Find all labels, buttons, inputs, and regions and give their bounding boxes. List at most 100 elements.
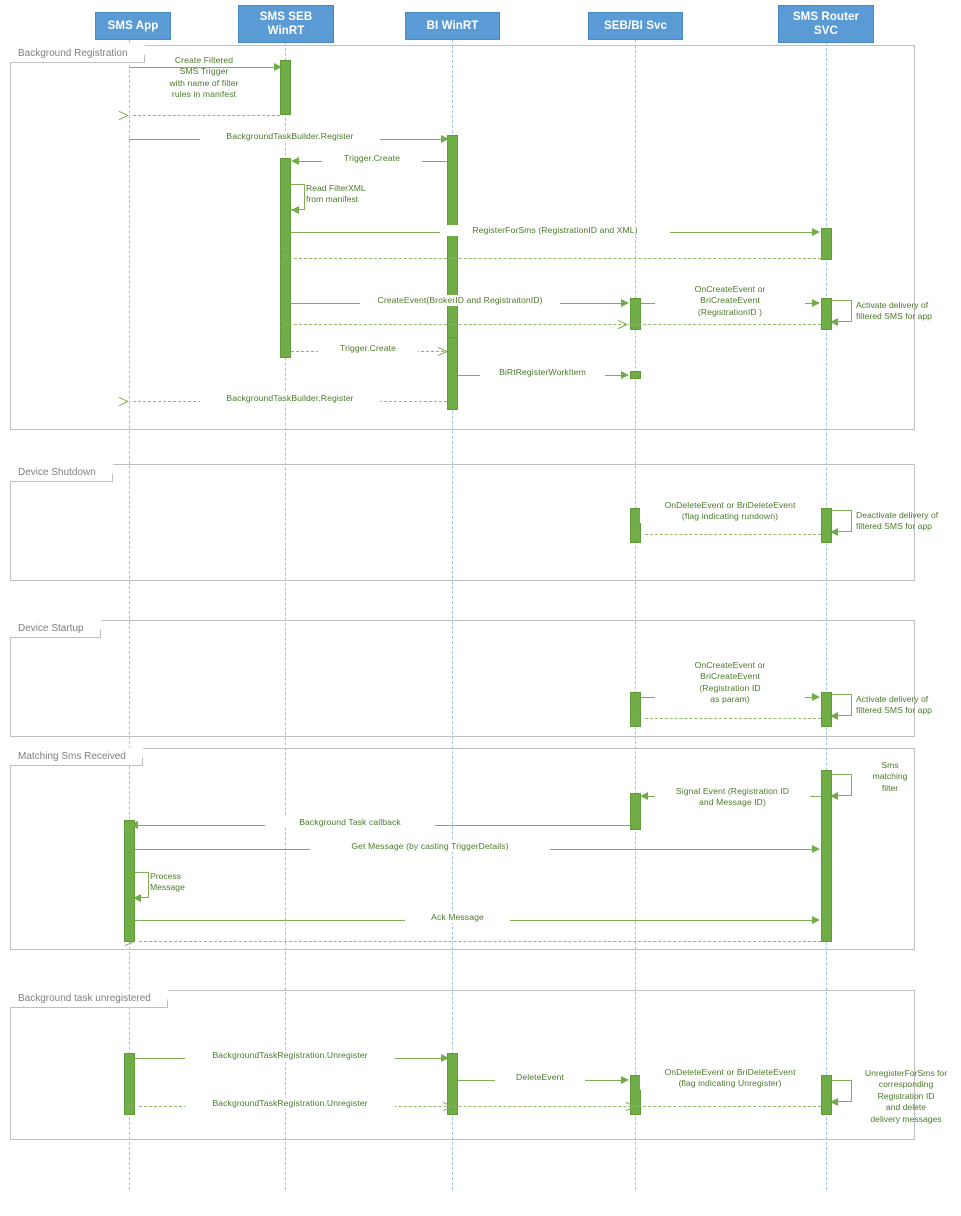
message-label-get-message: Get Message (by casting TriggerDetails) xyxy=(310,841,550,853)
message-label-backgroundtaskbuilder-register-return: BackgroundTaskBuilder.Register xyxy=(200,393,380,405)
arrowhead-get-message xyxy=(812,844,820,853)
fragment-matching-sms-received xyxy=(10,748,915,950)
activation-sebbi-startup xyxy=(630,692,641,727)
note-label-process-message: Process Message xyxy=(150,871,185,893)
note-label-deactivate-delivery: Deactivate delivery of filtered SMS for … xyxy=(856,510,939,532)
message-line-ack-message-return xyxy=(139,941,821,942)
fragment-label-text: Device Startup xyxy=(18,623,84,634)
arrowhead-createevent-return-svc xyxy=(627,320,636,329)
selfcall-unregisterforsms xyxy=(832,1080,852,1102)
lifeline-label: SEB/BI Svc xyxy=(604,19,667,32)
arrowhead-activate-delivery-1 xyxy=(830,317,838,326)
lifeline-label: SMS SEB WinRT xyxy=(259,10,313,37)
arrowhead-background-task-callback xyxy=(130,820,138,829)
message-line-create-trigger-return xyxy=(133,115,280,116)
note-label-sms-matching-filter: Sms matching filter xyxy=(872,760,908,793)
message-label-unregister-return: BackgroundTaskRegistration.Unregister xyxy=(185,1098,395,1110)
lifeline-bi-winrt xyxy=(452,40,453,1190)
fragment-device-shutdown xyxy=(10,464,915,581)
arrowhead-backgroundtaskbuilder-register-return xyxy=(128,397,137,406)
activation-sms-seb-1 xyxy=(280,60,291,115)
activation-sebbi-matching xyxy=(630,793,641,830)
activation-router-1 xyxy=(821,228,832,260)
activation-sebbi-unreg xyxy=(630,1075,641,1115)
message-line-registerforsms-return xyxy=(294,258,821,259)
arrowhead-deactivate-delivery xyxy=(830,527,838,536)
message-label-ondeleteevent-unreg: OnDeleteEvent or BriDeleteEvent (flag in… xyxy=(640,1067,820,1090)
arrowhead-unregister-return-svc xyxy=(635,1102,644,1111)
activation-router-startup xyxy=(821,692,832,727)
message-line-createevent-return xyxy=(294,324,821,325)
message-label-oncreateevent-startup: OnCreateEvent or BriCreateEvent (Registr… xyxy=(655,660,805,706)
arrowhead-unregisterforsms xyxy=(830,1097,838,1106)
activation-router-2 xyxy=(821,298,832,330)
arrowhead-oncreateevent-startup-return xyxy=(640,714,649,723)
selfcall-deactivate-delivery xyxy=(832,510,852,532)
message-label-oncreateevent-1: OnCreateEvent or BriCreateEvent (Registr… xyxy=(655,284,805,319)
activation-sebbi-shutdown xyxy=(630,508,641,543)
activation-sebbi-2 xyxy=(630,371,641,379)
lifeline-header-sms-app[interactable]: SMS App xyxy=(95,12,171,40)
selfcall-activate-delivery-1 xyxy=(832,300,852,322)
arrowhead-ack-message xyxy=(812,915,820,924)
message-label-create-filtered-sms-trigger: Create Filtered SMS Trigger with name of… xyxy=(169,55,239,100)
lifeline-sms-router xyxy=(826,43,827,1190)
arrowhead-unregister-return-bi xyxy=(452,1102,461,1111)
arrowhead-activate-delivery-2 xyxy=(830,711,838,720)
note-label-activate-delivery-1: Activate delivery of filtered SMS for ap… xyxy=(856,300,932,322)
message-label-backgroundtaskbuilder-register: BackgroundTaskBuilder.Register xyxy=(200,131,380,143)
arrowhead-birtregisterworkitem xyxy=(621,370,629,379)
message-label-deleteevent: DeleteEvent xyxy=(495,1072,585,1084)
activation-sms-app-matching xyxy=(124,820,135,942)
arrowhead-trigger-create-2 xyxy=(438,347,447,356)
selfcall-process-message xyxy=(135,872,149,898)
arrowhead-sms-matching-filter xyxy=(830,791,838,800)
fragment-label-device-shutdown: Device Shutdown xyxy=(10,463,113,482)
selfcall-sms-matching-filter xyxy=(832,774,852,796)
message-label-registerforsms: RegisterForSms (RegistrationID and XML) xyxy=(440,225,670,237)
fragment-label-background-registration: Background Registration xyxy=(10,44,145,63)
activation-router-matching xyxy=(821,770,832,942)
note-label-unregisterforsms: UnregisterForSms for corresponding Regis… xyxy=(864,1068,948,1124)
message-label-unregister-call: BackgroundTaskRegistration.Unregister xyxy=(185,1050,395,1062)
message-label-trigger-create-2: Trigger.Create xyxy=(318,343,418,355)
selfcall-activate-delivery-2 xyxy=(832,694,852,716)
lifeline-header-sms-seb-winrt[interactable]: SMS SEB WinRT xyxy=(238,5,334,43)
lifeline-header-sms-router-svc[interactable]: SMS Router SVC xyxy=(778,5,874,43)
fragment-label-text: Device Shutdown xyxy=(18,467,96,478)
arrowhead-create-trigger-return xyxy=(128,111,137,120)
message-label-signal-event: Signal Event (Registration ID and Messag… xyxy=(655,786,810,809)
message-label-read-filterxml: Read FilterXML from manifest xyxy=(306,183,366,205)
arrowhead-create-filtered-sms-trigger xyxy=(274,62,282,71)
arrowhead-oncreateevent-1 xyxy=(812,298,820,307)
fragment-label-text: Background Registration xyxy=(18,48,128,59)
lifeline-header-bi-winrt[interactable]: BI WinRT xyxy=(405,12,500,40)
message-label-background-task-callback: Background Task callback xyxy=(265,817,435,829)
lifeline-header-seb-bi-svc[interactable]: SEB/BI Svc xyxy=(588,12,683,40)
arrowhead-registerforsms xyxy=(812,227,820,236)
activation-sebbi-1 xyxy=(630,298,641,330)
arrowhead-process-message xyxy=(133,893,141,902)
arrowhead-oncreateevent-startup xyxy=(812,692,820,701)
message-label-ack-message: Ack Message xyxy=(405,912,510,924)
fragment-label-text: Matching Sms Received xyxy=(18,751,126,762)
activation-sms-app-unreg xyxy=(124,1053,135,1115)
lifeline-label: SMS Router SVC xyxy=(792,10,860,37)
arrowhead-ack-message-return xyxy=(134,937,143,946)
activation-bi-winrt-1 xyxy=(447,135,458,410)
arrowhead-unregister-return-app xyxy=(134,1102,143,1111)
fragment-device-startup xyxy=(10,620,915,737)
message-label-trigger-create-1: Trigger.Create xyxy=(322,153,422,165)
arrowhead-backgroundtaskbuilder-register xyxy=(441,134,449,143)
message-label-birtregisterworkitem: BiRtRegisterWorkItem xyxy=(480,367,605,379)
activation-router-unreg xyxy=(821,1075,832,1115)
message-line-oncreateevent-startup-return xyxy=(645,718,821,719)
note-label-activate-delivery-2: Activate delivery of filtered SMS for ap… xyxy=(856,694,932,716)
fragment-background-task-unregistered xyxy=(10,990,915,1140)
message-line-create-filtered-sms-trigger xyxy=(129,67,277,68)
activation-bi-winrt-unreg xyxy=(447,1053,458,1115)
arrowhead-ondeleteevent-shutdown-return xyxy=(640,530,649,539)
arrowhead-read-filterxml xyxy=(291,205,299,214)
lifeline-sms-seb xyxy=(285,43,286,1190)
